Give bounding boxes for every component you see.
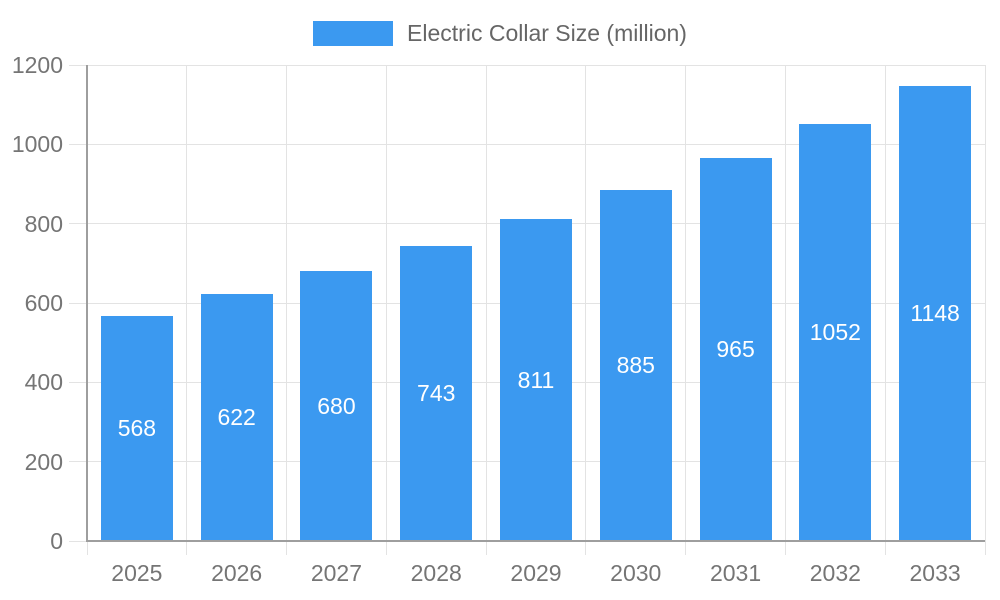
x-axis-tick (86, 541, 88, 555)
bar-value-label: 885 (616, 351, 655, 378)
x-axis-label: 2029 (510, 560, 562, 586)
x-axis-label: 2031 (709, 560, 762, 586)
bar-value-label: 622 (217, 404, 256, 431)
bar-value-label: 568 (117, 414, 157, 441)
x-axis-label: 2028 (410, 560, 462, 586)
gridline-vertical (984, 65, 986, 541)
bar-value-label: 743 (417, 380, 456, 407)
gridline-vertical (485, 65, 487, 541)
bar-value-label: 811 (517, 366, 555, 393)
y-axis-label: 1000 (11, 131, 63, 158)
gridline-vertical (585, 65, 587, 541)
x-axis-label: 2027 (310, 560, 363, 586)
bar-value-label: 965 (716, 336, 755, 363)
x-axis-label: 2033 (909, 560, 961, 586)
bar-2033[interactable]: 1148 (899, 85, 972, 541)
bar-value-label: 1148 (910, 299, 960, 326)
y-axis-label: 600 (24, 290, 63, 316)
x-axis-tick (485, 541, 487, 555)
bar-2027[interactable]: 680 (300, 271, 373, 541)
y-axis-label: 1200 (11, 52, 63, 78)
x-axis-tick (984, 541, 986, 555)
x-axis-label: 2025 (111, 560, 163, 586)
y-axis-tick (69, 302, 87, 304)
y-axis-tick (69, 223, 87, 225)
x-axis-tick (286, 541, 288, 555)
gridline-vertical (286, 65, 288, 541)
x-axis-tick (585, 541, 587, 555)
bar-2032[interactable]: 1052 (799, 123, 872, 541)
gridline-vertical (186, 65, 188, 541)
x-axis-tick (385, 541, 387, 555)
y-axis-tick (69, 540, 87, 542)
bar-2030[interactable]: 885 (599, 189, 672, 541)
chart-legend[interactable]: Electric Collar Size (million) (0, 12, 1000, 54)
y-axis-tick (69, 461, 87, 463)
x-axis-label: 2032 (809, 560, 861, 586)
y-axis-label: 200 (24, 448, 63, 475)
y-axis-line (86, 65, 88, 542)
x-axis-line (86, 540, 985, 542)
gridline-horizontal (87, 64, 985, 66)
y-axis-label: 0 (50, 528, 63, 554)
y-axis-label: 400 (24, 369, 63, 396)
bar-value-label: 680 (317, 392, 356, 419)
x-axis-tick (685, 541, 687, 555)
gridline-vertical (784, 65, 786, 541)
y-axis-tick (69, 381, 87, 383)
x-axis-label: 2030 (610, 560, 662, 586)
legend-series-label: Electric Collar Size (million) (407, 19, 687, 46)
gridline-vertical (685, 65, 687, 541)
x-axis-tick (186, 541, 188, 555)
x-axis-label: 2026 (211, 560, 263, 586)
bar-2031[interactable]: 965 (699, 158, 772, 541)
gridline-vertical (385, 65, 387, 541)
bar-2025[interactable]: 568 (100, 315, 173, 541)
legend-swatch (313, 20, 394, 46)
y-axis-tick (69, 64, 87, 66)
bar-value-label: 1052 (809, 318, 861, 345)
gridline-horizontal (87, 143, 985, 145)
x-axis-tick (884, 541, 886, 555)
gridline-vertical (884, 65, 886, 541)
y-axis-label: 800 (24, 210, 63, 237)
plot-area: 0 200 400 600 800 1000 1200 2025 2026 2027 2028 202… (12, 52, 986, 586)
bar-2026[interactable]: 622 (200, 294, 273, 541)
y-axis-tick (69, 143, 87, 145)
bar-2029[interactable]: 811 (500, 219, 572, 541)
bar-2028[interactable]: 743 (400, 246, 473, 541)
x-axis-tick (784, 541, 786, 555)
